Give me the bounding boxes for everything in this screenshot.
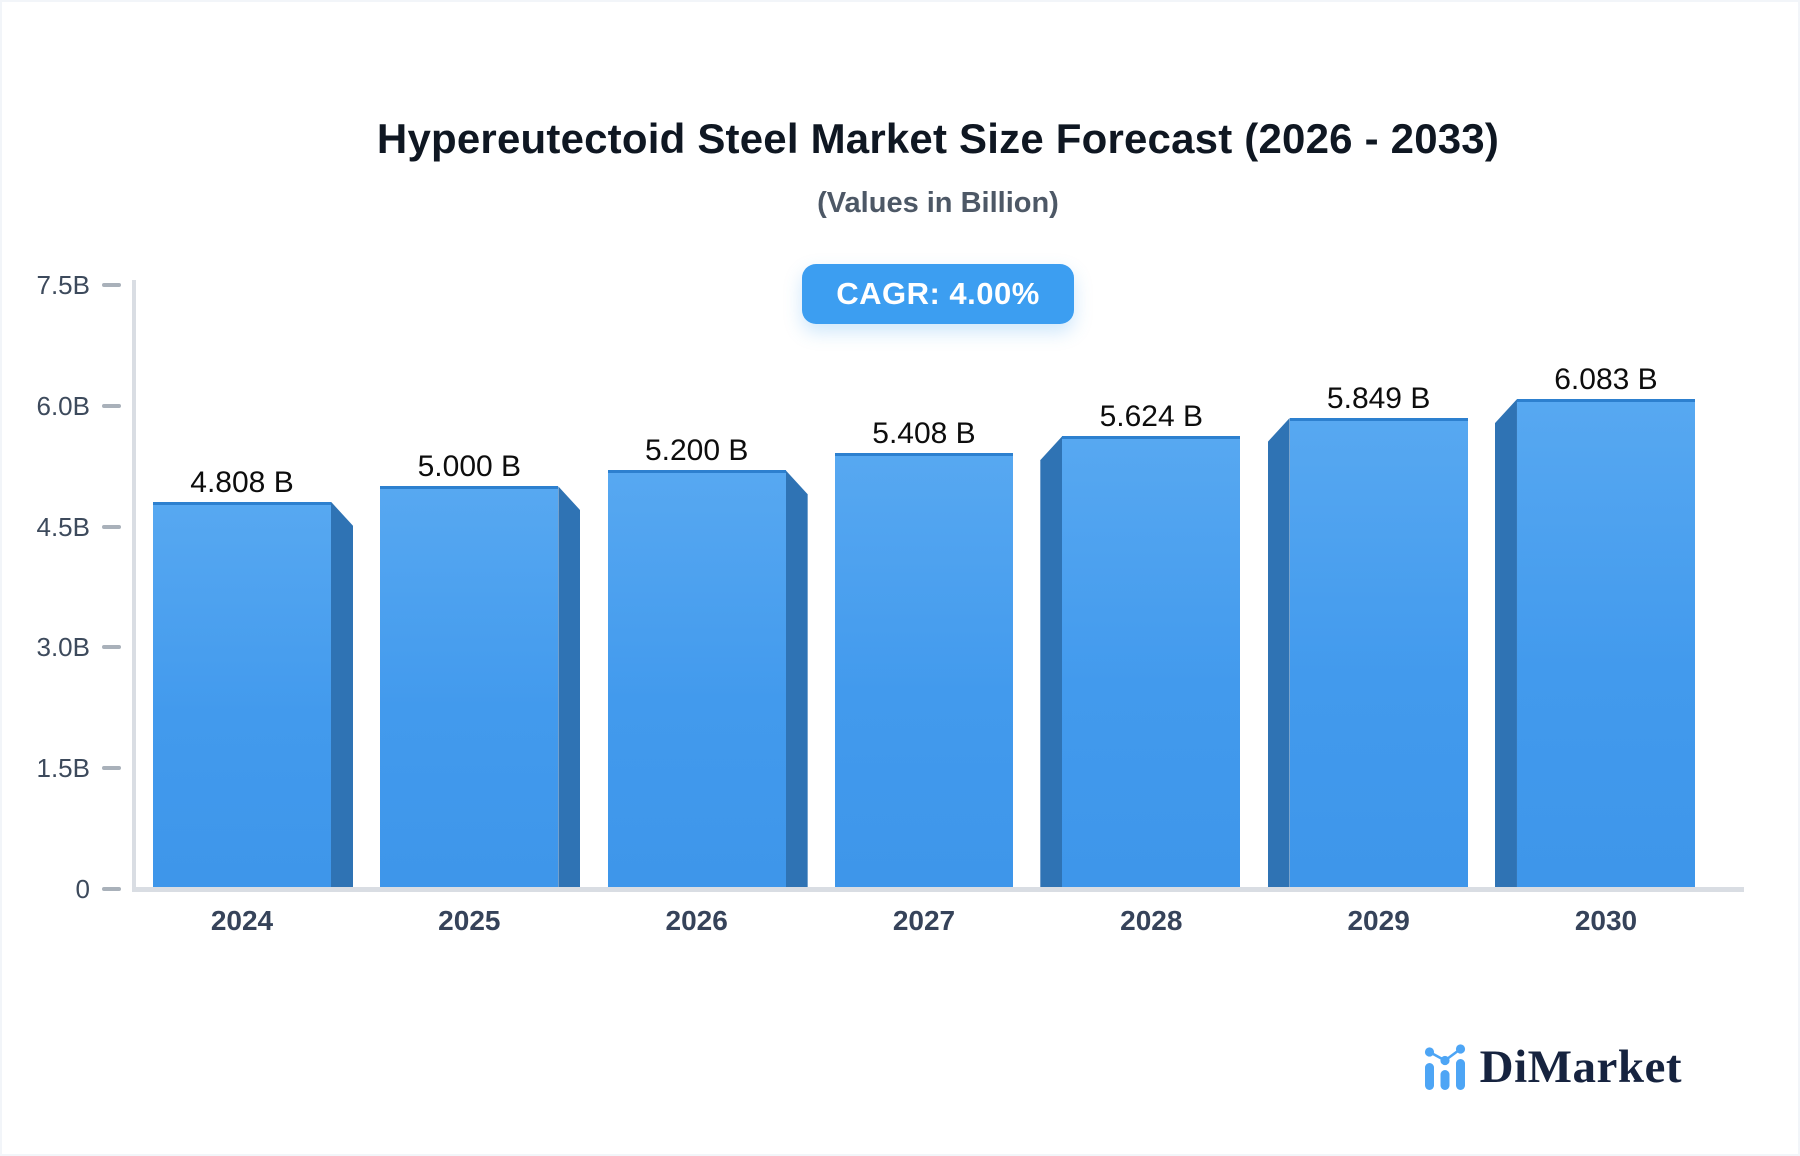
y-tick-label: 1.5B <box>36 753 91 784</box>
bar-2025 <box>380 486 559 887</box>
y-tick-mark <box>102 403 121 408</box>
chart-header: Hypereutectoid Steel Market Size Forecas… <box>132 2 1744 324</box>
bar-value-label: 5.849 B <box>1326 381 1431 415</box>
x-axis-label: 2026 <box>665 905 728 936</box>
bar-value-label: 5.000 B <box>417 450 522 484</box>
y-tick-mark <box>102 766 121 771</box>
y-tick-mark <box>102 645 121 650</box>
y-axis-line <box>132 280 136 892</box>
logo-bar-chart-icon <box>1424 1044 1465 1090</box>
x-axis-label: 2025 <box>438 905 501 936</box>
y-tick-mark <box>102 524 121 529</box>
x-axis-label: 2024 <box>210 905 274 936</box>
brand-logo: DiMarket <box>1420 1040 1682 1094</box>
chart-title: Hypereutectoid Steel Market Size Forecas… <box>376 115 1500 162</box>
bar-2029 <box>1289 417 1468 887</box>
y-tick-label: 4.5B <box>36 511 91 542</box>
y-tick-mark <box>102 283 121 287</box>
y-tick-label: 3.0B <box>36 632 91 663</box>
y-tick-label: 0 <box>75 874 90 904</box>
y-tick-label: 6.0B <box>36 390 91 421</box>
x-axis-label: 2030 <box>1574 905 1638 936</box>
logo-text: DiMarket <box>1479 1041 1682 1093</box>
bar-side-facet <box>1267 417 1290 887</box>
bar-value-label: 5.624 B <box>1099 400 1204 434</box>
bar-2024 <box>153 501 331 887</box>
bar-value-label: 6.083 B <box>1554 363 1658 397</box>
bar-2027 <box>834 453 1013 887</box>
x-axis-label: 2029 <box>1347 905 1410 936</box>
x-axis-line <box>132 887 1744 892</box>
x-axis-label: 2028 <box>1120 905 1183 936</box>
bar-value-label: 5.200 B <box>644 434 749 468</box>
y-tick-label: 7.5B <box>36 270 91 300</box>
chart-subtitle: (Values in Billion) <box>817 187 1059 219</box>
bar-side-facet <box>1040 436 1063 887</box>
bar-2028 <box>1062 436 1241 887</box>
bar-2030 <box>1516 399 1695 887</box>
bar-side-facet <box>331 501 353 887</box>
bar-side-facet <box>1494 399 1517 887</box>
x-axis-label: 2027 <box>892 905 956 936</box>
y-tick-mark <box>102 887 121 891</box>
cagr-badge: CAGR: 4.00% <box>802 264 1074 324</box>
bar-side-facet <box>558 486 581 887</box>
bar-value-label: 4.808 B <box>190 465 294 499</box>
bar-side-facet <box>785 470 808 887</box>
bar-value-label: 5.408 B <box>872 417 976 451</box>
bar-2026 <box>607 470 786 887</box>
